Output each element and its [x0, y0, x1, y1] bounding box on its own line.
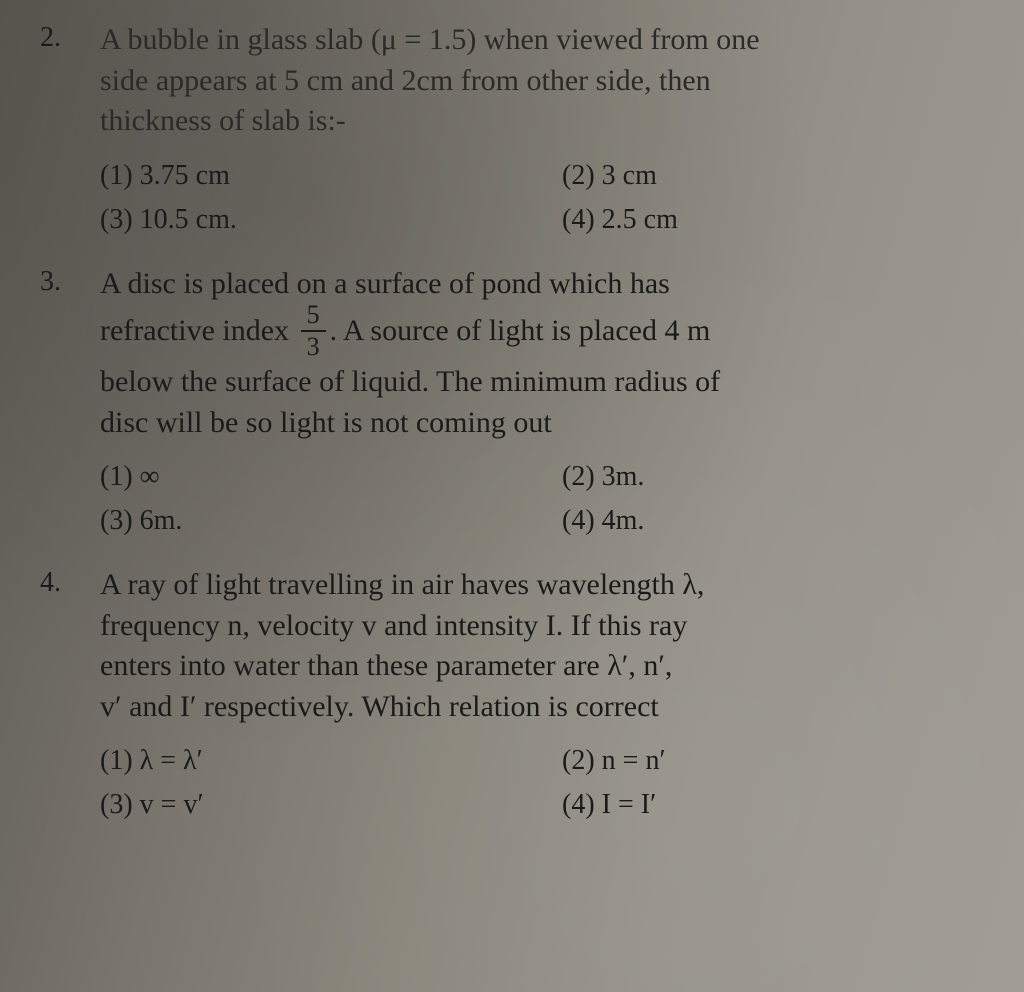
text-line: A bubble in glass slab (μ = 1.5) when vi…: [100, 23, 760, 56]
text-line: . A source of light is placed 4 m: [330, 314, 711, 347]
option-4: (4) 2.5 cm: [562, 204, 984, 236]
question-3: 3. A disc is placed on a surface of pond…: [40, 264, 984, 538]
option-1: (1) 3.75 cm: [100, 160, 522, 192]
fraction-denominator: 3: [301, 332, 326, 360]
option-3: (3) v = v′: [100, 789, 522, 821]
question-text: A bubble in glass slab (μ = 1.5) when vi…: [100, 20, 984, 142]
option-3: (3) 10.5 cm.: [100, 204, 522, 236]
question-text: A disc is placed on a surface of pond wh…: [100, 264, 984, 444]
option-2: (2) n = n′: [562, 745, 984, 777]
options-grid: (1) λ = λ′ (2) n = n′ (3) v = v′ (4) I =…: [100, 745, 984, 821]
question-body: A bubble in glass slab (μ = 1.5) when vi…: [100, 20, 984, 236]
question-number: 2.: [40, 20, 100, 236]
question-number: 4.: [40, 565, 100, 821]
text-line: thickness of slab is:-: [100, 104, 346, 137]
page-content: 2. A bubble in glass slab (μ = 1.5) when…: [40, 20, 984, 821]
text-line: disc will be so light is not coming out: [100, 406, 552, 439]
text-line: v′ and I′ respectively. Which relation i…: [100, 690, 659, 723]
question-number: 3.: [40, 264, 100, 538]
option-4: (4) 4m.: [562, 505, 984, 537]
text-line: A disc is placed on a surface of pond wh…: [100, 267, 670, 300]
option-3: (3) 6m.: [100, 505, 522, 537]
options-grid: (1) 3.75 cm (2) 3 cm (3) 10.5 cm. (4) 2.…: [100, 160, 984, 236]
text-line: below the surface of liquid. The minimum…: [100, 365, 720, 398]
question-text: A ray of light travelling in air haves w…: [100, 565, 984, 727]
options-grid: (1) ∞ (2) 3m. (3) 6m. (4) 4m.: [100, 461, 984, 537]
option-2: (2) 3m.: [562, 461, 984, 493]
question-body: A disc is placed on a surface of pond wh…: [100, 264, 984, 538]
text-line: refractive index: [100, 314, 297, 347]
question-body: A ray of light travelling in air haves w…: [100, 565, 984, 821]
text-line: side appears at 5 cm and 2cm from other …: [100, 64, 711, 97]
fraction-numerator: 5: [301, 302, 326, 332]
question-2: 2. A bubble in glass slab (μ = 1.5) when…: [40, 20, 984, 236]
option-2: (2) 3 cm: [562, 160, 984, 192]
question-4: 4. A ray of light travelling in air have…: [40, 565, 984, 821]
text-line: A ray of light travelling in air haves w…: [100, 568, 704, 601]
text-line: enters into water than these parameter a…: [100, 649, 672, 682]
option-1: (1) λ = λ′: [100, 745, 522, 777]
text-line: frequency n, velocity v and intensity I.…: [100, 609, 687, 642]
fraction: 53: [301, 302, 326, 360]
option-4: (4) I = I′: [562, 789, 984, 821]
option-1: (1) ∞: [100, 461, 522, 493]
